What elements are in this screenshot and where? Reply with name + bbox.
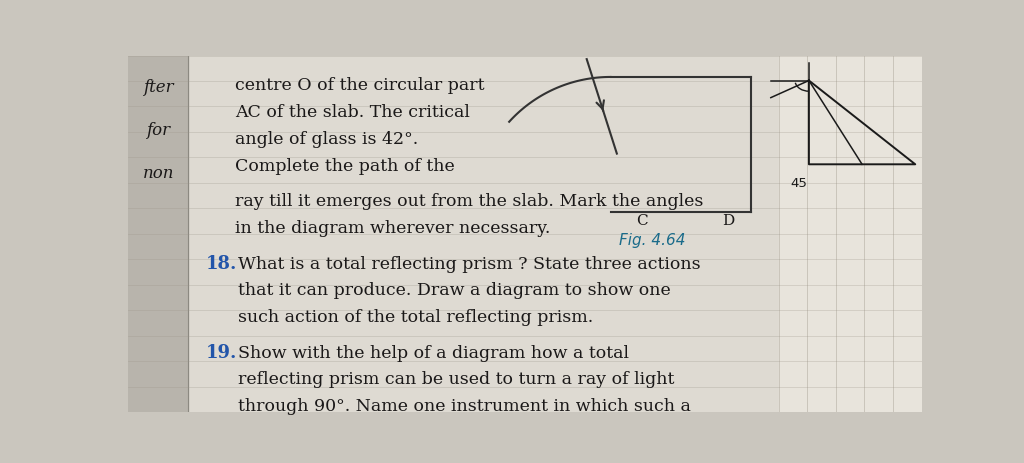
- Text: Show with the help of a diagram how a total: Show with the help of a diagram how a to…: [238, 345, 629, 362]
- Text: reflecting prism can be used to turn a ray of light: reflecting prism can be used to turn a r…: [238, 371, 674, 388]
- Text: in the diagram wherever necessary.: in the diagram wherever necessary.: [236, 220, 551, 237]
- Bar: [187, 56, 778, 412]
- Text: 18.: 18.: [206, 255, 238, 273]
- Text: such action of the total reflecting prism.: such action of the total reflecting pris…: [238, 309, 593, 326]
- Text: through 90°. Name one instrument in which such a: through 90°. Name one instrument in whic…: [238, 398, 690, 415]
- Text: Complete the path of the: Complete the path of the: [236, 157, 455, 175]
- Text: ray till it emerges out from the slab. Mark the angles: ray till it emerges out from the slab. M…: [236, 193, 703, 210]
- Text: C: C: [636, 214, 647, 228]
- Text: that it can produce. Draw a diagram to show one: that it can produce. Draw a diagram to s…: [238, 282, 671, 300]
- Text: 45: 45: [791, 177, 807, 190]
- Text: fter: fter: [142, 79, 173, 96]
- Text: D: D: [722, 214, 734, 228]
- Bar: [778, 56, 922, 412]
- Text: for: for: [146, 122, 170, 139]
- Text: centre O of the circular part: centre O of the circular part: [236, 77, 484, 94]
- Text: Fig. 4.64: Fig. 4.64: [618, 233, 685, 249]
- Text: angle of glass is 42°.: angle of glass is 42°.: [236, 131, 419, 148]
- Text: 19.: 19.: [206, 344, 238, 362]
- Bar: [128, 56, 187, 412]
- Text: non: non: [142, 165, 174, 181]
- Text: What is a total reflecting prism ? State three actions: What is a total reflecting prism ? State…: [238, 256, 700, 273]
- Text: AC of the slab. The critical: AC of the slab. The critical: [236, 104, 470, 121]
